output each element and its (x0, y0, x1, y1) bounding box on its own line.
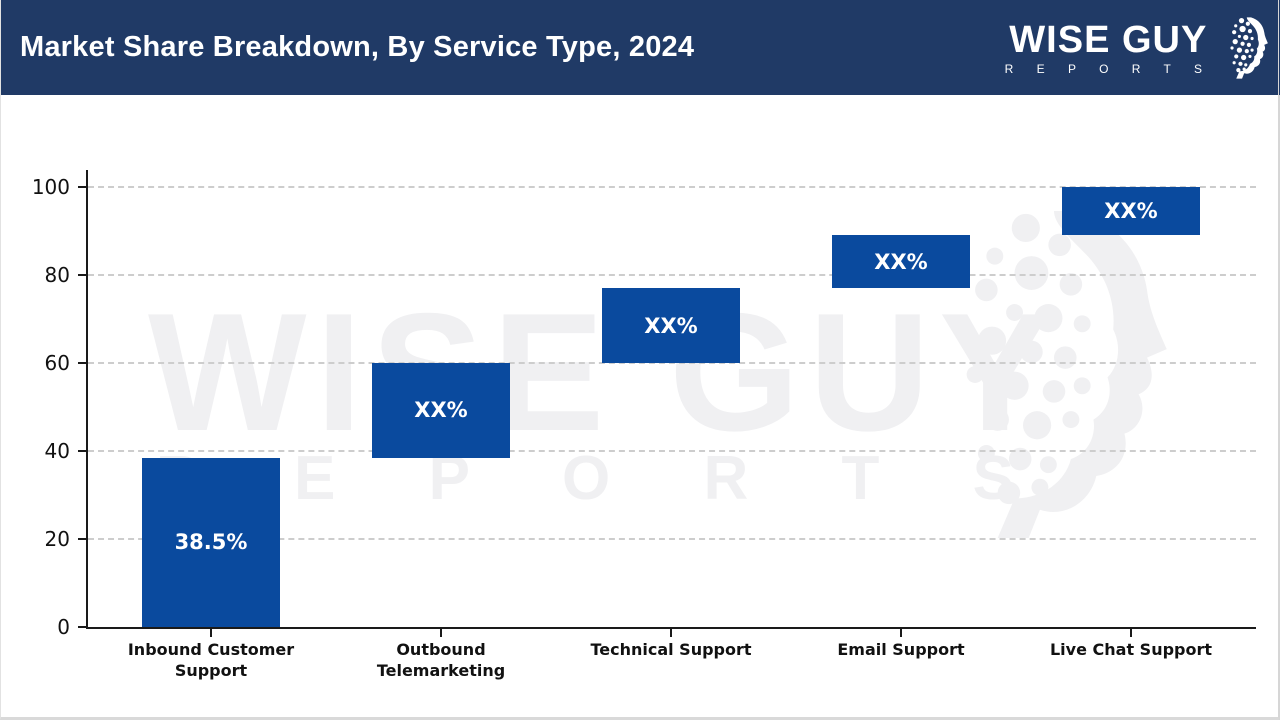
bar-live-chat-support: XX% (1062, 187, 1200, 236)
dotted-head-icon (1230, 16, 1268, 79)
y-tick-label: 60 (44, 351, 70, 375)
x-tick-mark (440, 629, 442, 637)
y-tick-label: 40 (44, 439, 70, 463)
bar-outbound-telemarketing: XX% (372, 363, 510, 458)
y-tick-mark (78, 538, 86, 540)
x-tick-mark (1130, 629, 1132, 637)
bar-value-label: XX% (1104, 199, 1158, 224)
y-tick-mark (78, 450, 86, 452)
bar-value-label: XX% (874, 249, 928, 274)
y-tick-mark (78, 186, 86, 188)
y-tick-mark (78, 626, 86, 628)
x-label-inbound-customer-support: Inbound Customer Support (127, 640, 295, 680)
page-title: Market Share Breakdown, By Service Type,… (20, 31, 695, 63)
y-tick-label: 80 (44, 263, 70, 287)
logo-text: WISE GUY R E P O R T S (1005, 20, 1212, 76)
logo-subtitle: R E P O R T S (1004, 61, 1212, 76)
watermark-name: WISE GUY (148, 278, 1061, 466)
y-gridline (88, 450, 1256, 452)
x-axis-line (86, 627, 1256, 629)
y-axis-line (86, 170, 88, 629)
bar-value-label: XX% (644, 313, 698, 338)
x-label-live-chat-support: Live Chat Support (1049, 640, 1213, 659)
y-tick-mark (78, 274, 86, 276)
bar-value-label: 38.5% (174, 530, 248, 555)
watermark-subtitle: R E P O R T S (156, 444, 1052, 513)
x-tick-mark (900, 629, 902, 637)
x-tick-mark (670, 629, 672, 637)
x-label-email-support: Email Support (837, 640, 965, 659)
y-gridline (88, 362, 1256, 364)
x-label-technical-support: Technical Support (590, 640, 752, 659)
wise-guy-logo: WISE GUY R E P O R T S (1005, 10, 1280, 86)
y-tick-label: 0 (57, 615, 70, 639)
logo-name: WISE GUY (1009, 18, 1208, 61)
x-tick-mark (210, 629, 212, 637)
bar-technical-support: XX% (602, 288, 740, 363)
y-gridline (88, 274, 1256, 276)
header-bar: Market Share Breakdown, By Service Type,… (0, 0, 1280, 95)
bar-inbound-customer-support: 38.5% (142, 457, 280, 627)
bar-email-support: XX% (832, 235, 970, 289)
y-gridline (88, 538, 1256, 540)
x-label-outbound-telemarketing: Outbound Telemarketing (376, 640, 506, 680)
y-tick-mark (78, 362, 86, 364)
y-tick-label: 20 (44, 527, 70, 551)
bar-value-label: XX% (414, 398, 468, 423)
y-tick-label: 100 (31, 175, 70, 199)
y-gridline (88, 186, 1256, 188)
